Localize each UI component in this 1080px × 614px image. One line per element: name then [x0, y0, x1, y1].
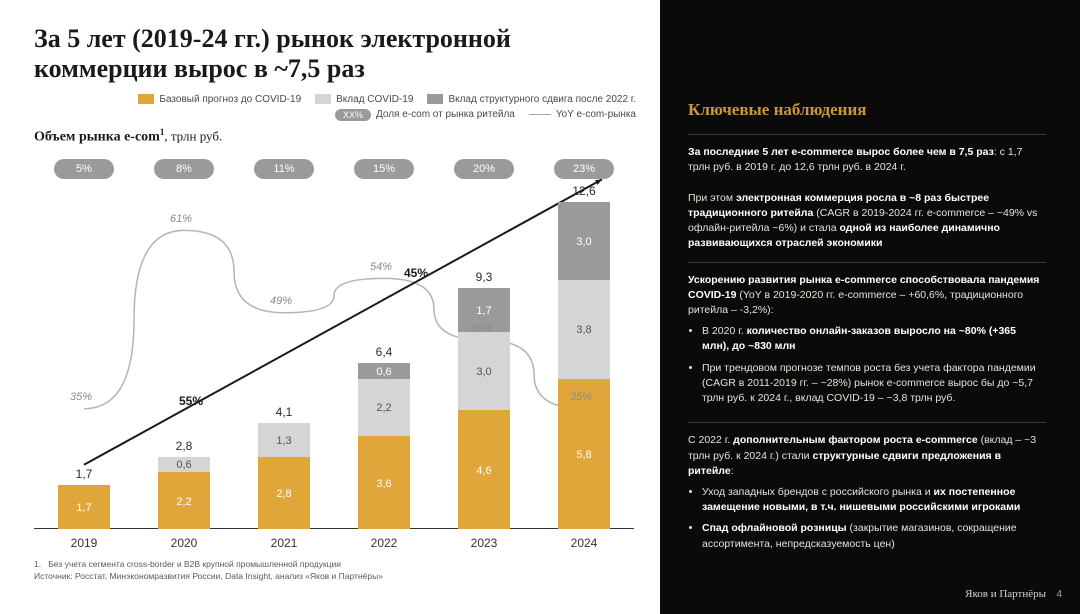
x-axis-label: 2019 — [49, 536, 119, 550]
bar-seg-covid — [258, 423, 310, 457]
obs-li-1: В 2020 г. количество онлайн-заказов выро… — [702, 324, 1046, 354]
share-pill: 5% — [54, 159, 114, 179]
obs-block-3: С 2022 г. дополнительным фактором роста … — [688, 422, 1046, 568]
bar-seg-base — [258, 457, 310, 530]
swatch-base — [138, 94, 154, 104]
chart-overlay — [34, 153, 634, 553]
chart-area: 5%1,71,720198%2,20,62,8202011%2,81,34,12… — [34, 153, 634, 553]
right-panel: Ключевые наблюдения За последние 5 лет e… — [660, 0, 1080, 614]
pill-icon: XX% — [335, 109, 371, 121]
page-number: 4 — [1056, 589, 1062, 600]
x-axis-label: 2022 — [349, 536, 419, 550]
obs-block-2: Ускорению развития рынка e-commerce спос… — [688, 262, 1046, 423]
bar-total: 6,4 — [358, 345, 410, 359]
legend-row-1: Базовый прогноз до COVID-19 Вклад COVID-… — [34, 94, 636, 105]
share-pill: 11% — [254, 159, 314, 179]
bar-seg-covid — [558, 280, 610, 379]
share-pill: 8% — [154, 159, 214, 179]
legend-shift: Вклад структурного сдвига после 2022 г. — [427, 94, 636, 105]
legend-base: Базовый прогноз до COVID-19 — [138, 94, 301, 105]
x-axis-label: 2023 — [449, 536, 519, 550]
yoy-label: 45% — [470, 323, 492, 335]
bar-total: 4,1 — [258, 405, 310, 419]
footnotes: 1. Без учета сегмента cross-border и B2B… — [34, 559, 636, 583]
swatch-covid — [315, 94, 331, 104]
yoy-label: 35% — [570, 391, 592, 403]
bar-total: 9,3 — [458, 270, 510, 284]
page-title: За 5 лет (2019-24 гг.) рынок электронной… — [34, 24, 636, 84]
cagr-label-right: 45% — [404, 266, 428, 280]
yoy-label: 49% — [270, 295, 292, 307]
obs-li-4: Спад офлайновой розницы (закрытие магази… — [702, 521, 1046, 551]
cagr-label-left: 55% — [179, 394, 203, 408]
yoy-label: 35% — [70, 391, 92, 403]
bar-seg-base — [458, 410, 510, 530]
x-axis-label: 2020 — [149, 536, 219, 550]
bar-total: 2,8 — [158, 439, 210, 453]
share-pill: 15% — [354, 159, 414, 179]
swatch-shift — [427, 94, 443, 104]
x-axis-label: 2021 — [249, 536, 319, 550]
obs-li-3: Уход западных брендов с российского рынк… — [702, 485, 1046, 515]
chart-subtitle: Объем рынка e-com1, трлн руб. — [34, 127, 636, 146]
bar-seg-base — [358, 436, 410, 530]
bar-seg-covid — [158, 457, 210, 473]
share-pill: 20% — [454, 159, 514, 179]
left-panel: За 5 лет (2019-24 гг.) рынок электронной… — [0, 0, 660, 614]
x-axis — [34, 528, 634, 529]
brand-label: Яков и Партнёры — [965, 588, 1046, 600]
bar-seg-covid — [358, 379, 410, 436]
legend-yoy: YoY e-com-рынка — [529, 109, 636, 120]
bar-seg-shift — [358, 363, 410, 379]
obs-li-2: При трендовом прогнозе темпов роста без … — [702, 361, 1046, 407]
bar-seg-shift — [558, 202, 610, 280]
bar-seg-covid — [458, 332, 510, 410]
bar-total: 1,7 — [58, 467, 110, 481]
share-pill: 23% — [554, 159, 614, 179]
yoy-label: 61% — [170, 213, 192, 225]
yoy-label: 54% — [370, 261, 392, 273]
legend-share: XX% Доля e-com от рынка ритейла — [335, 109, 515, 121]
legend-covid: Вклад COVID-19 — [315, 94, 413, 105]
legend-row-2: XX% Доля e-com от рынка ритейла YoY e-co… — [34, 109, 636, 121]
bar-total: 12,6 — [558, 184, 610, 198]
observations-title: Ключевые наблюдения — [688, 100, 1046, 120]
line-icon — [529, 114, 551, 115]
bar-seg-base — [58, 485, 110, 529]
x-axis-label: 2024 — [549, 536, 619, 550]
obs-block-1: За последние 5 лет e-commerce вырос боле… — [688, 134, 1046, 262]
bar-seg-base — [158, 472, 210, 529]
